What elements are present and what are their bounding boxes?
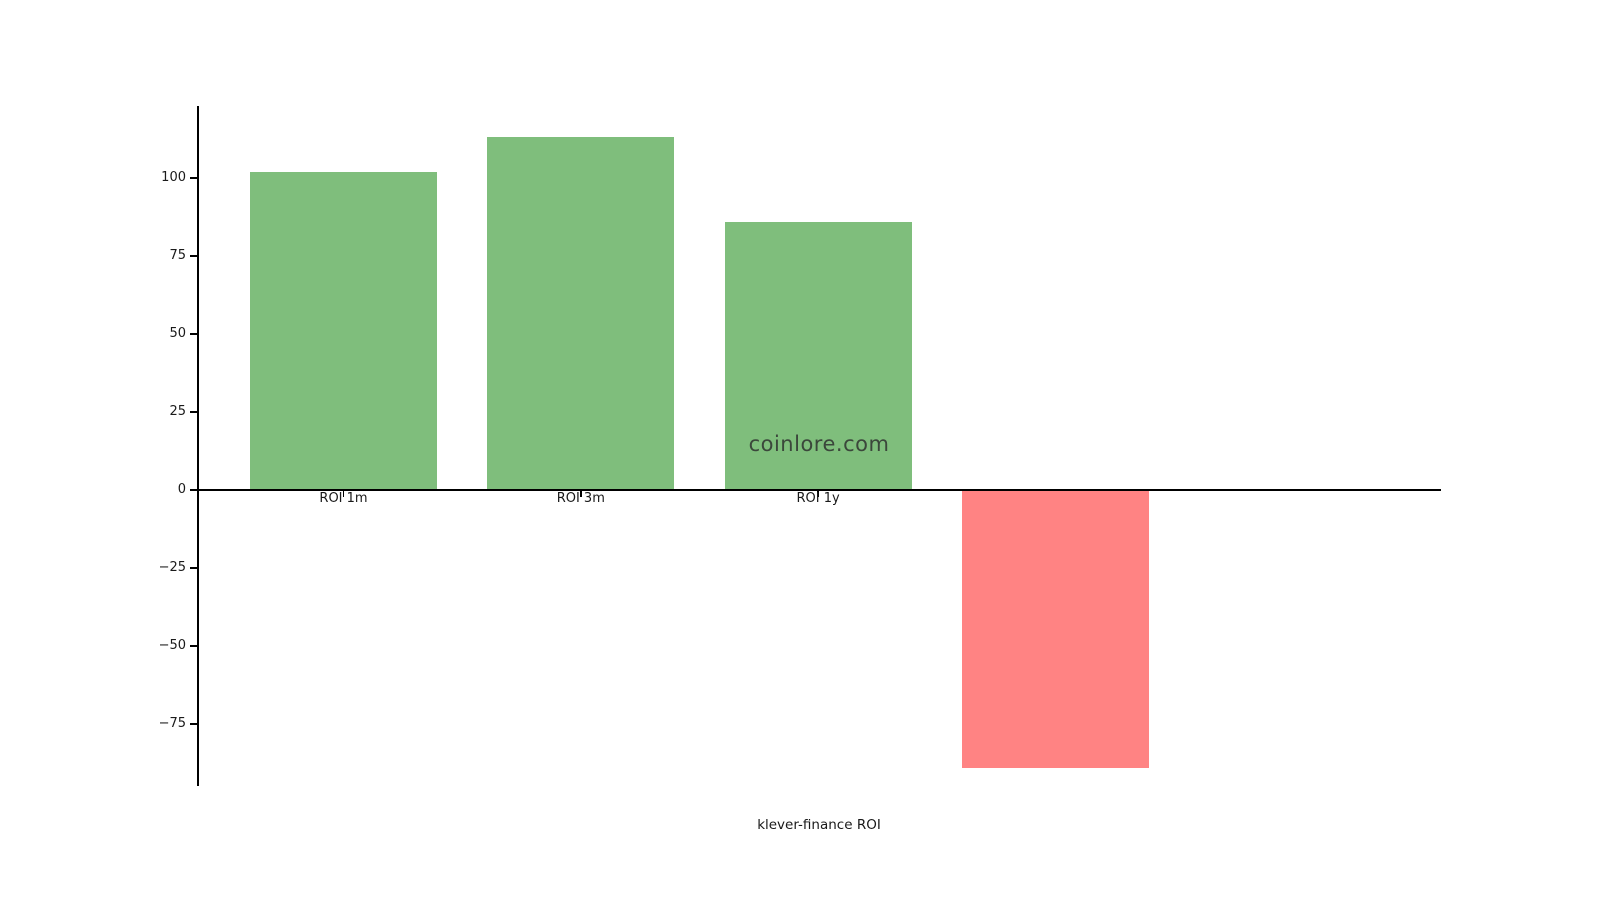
bar-roi-3m — [487, 137, 675, 490]
y-tick-label: 100 — [161, 170, 186, 185]
y-tick-mark — [190, 411, 197, 413]
y-tick-mark — [190, 333, 197, 335]
y-tick-label: 75 — [169, 248, 186, 263]
y-axis-line — [197, 106, 199, 786]
y-tick-label: −50 — [158, 638, 186, 653]
x-tick-mark — [342, 490, 345, 497]
x-tick-label-roi-3m: ROI 3m — [556, 491, 605, 506]
y-tick-mark — [190, 255, 197, 257]
x-tick-mark — [817, 490, 819, 497]
y-tick-label: 50 — [169, 326, 186, 341]
watermark-text: coinlore.com — [748, 432, 890, 456]
x-tick-label-roi-1m: ROI 1m — [319, 491, 368, 506]
y-tick-label: −25 — [158, 560, 186, 575]
y-tick-mark — [190, 645, 197, 647]
y-tick-mark — [190, 567, 197, 569]
y-tick-label: 25 — [169, 404, 186, 419]
x-tick-label-roi-1y: ROI 1y — [796, 491, 840, 506]
y-tick-label: 0 — [177, 482, 186, 497]
y-tick-mark — [190, 177, 197, 179]
x-tick-mark — [580, 490, 582, 497]
bar-unlabeled — [961, 490, 1149, 768]
y-tick-mark — [190, 723, 197, 725]
bar-roi-1m — [250, 171, 437, 490]
bar-roi-1y — [724, 221, 912, 490]
chart-title: klever-finance ROI — [757, 817, 881, 833]
y-tick-label: −75 — [158, 716, 186, 731]
y-tick-mark — [190, 489, 197, 491]
x-axis-line — [197, 489, 1441, 491]
